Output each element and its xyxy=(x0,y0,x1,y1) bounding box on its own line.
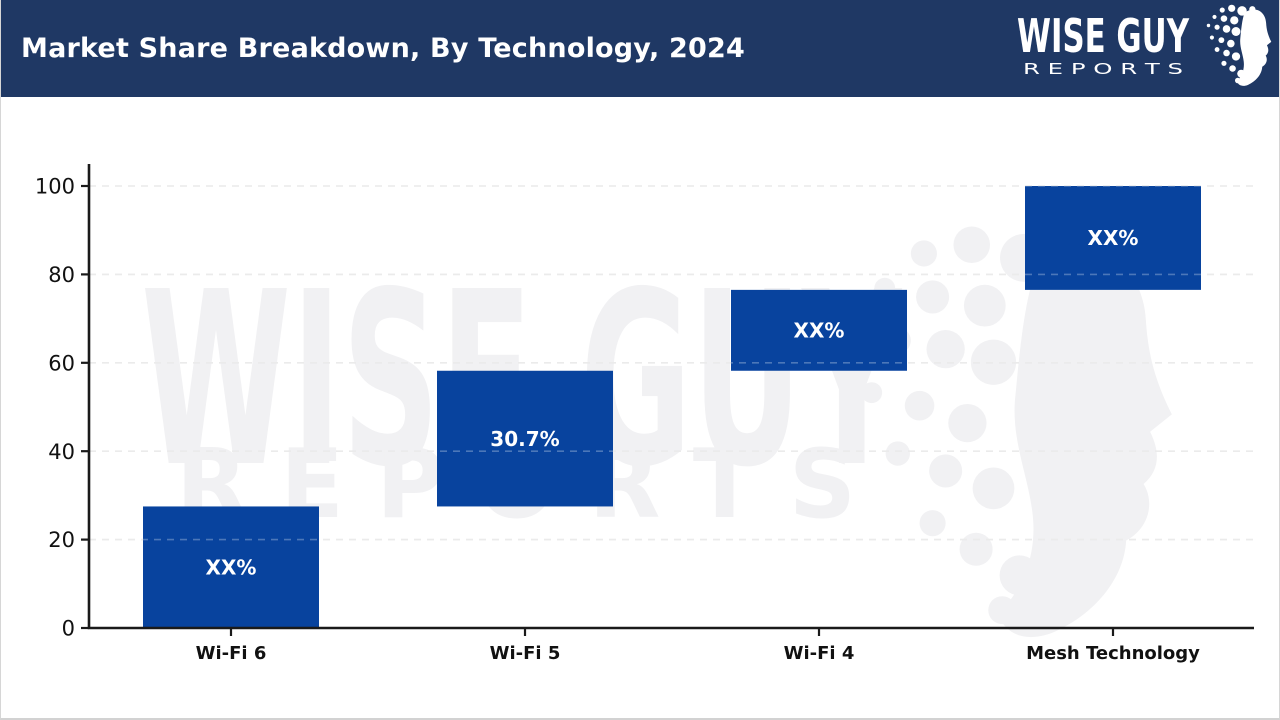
page-title: Market Share Breakdown, By Technology, 2… xyxy=(21,33,746,64)
x-category-label: Mesh Technology xyxy=(1026,643,1200,664)
y-tick-label-100: 100 xyxy=(35,175,75,199)
header: Market Share Breakdown, By Technology, 2… xyxy=(1,0,1279,97)
bar-mesh-technology xyxy=(1025,186,1201,290)
bar-wi-fi-6 xyxy=(143,506,319,628)
y-tick-label-40: 40 xyxy=(48,440,75,464)
bar-value-label: XX% xyxy=(206,555,257,579)
bars-layer xyxy=(143,186,1201,628)
y-tick-label-20: 20 xyxy=(48,528,75,552)
y-tick-label-60: 60 xyxy=(48,351,75,375)
logo-sub-text: R E P O R T S xyxy=(1023,60,1183,78)
x-category-label: Wi-Fi 6 xyxy=(196,643,267,664)
bar-value-label: XX% xyxy=(794,319,845,343)
chart-area: WISE GUY R E P O R T S 020406080100XX%Wi… xyxy=(1,97,1279,718)
waterfall-chart: WISE GUY R E P O R T S 020406080100XX%Wi… xyxy=(35,164,1254,664)
bar-value-label: 30.7% xyxy=(490,427,559,451)
labels-layer: 0 20 40 60 80 100 XX% Wi-Fi 6 30.7% Wi-Fi 5 XX% Wi-… xyxy=(35,175,1200,664)
bar-value-label: XX% xyxy=(1088,226,1139,250)
x-category-label: Wi-Fi 5 xyxy=(490,643,561,664)
dotted-head-icon xyxy=(1206,4,1272,86)
bar-wi-fi-5 xyxy=(437,370,613,507)
axes-layer xyxy=(81,164,1254,636)
y-tick-label-0: 0 xyxy=(62,617,75,641)
logo-brand-text: WISE GUY xyxy=(1017,9,1189,63)
y-tick-label-80: 80 xyxy=(48,263,75,287)
x-category-label: Wi-Fi 4 xyxy=(784,643,855,664)
bar-wi-fi-4 xyxy=(731,289,907,371)
wiseguy-logo: WISE GUY R E P O R T S xyxy=(1017,4,1272,86)
